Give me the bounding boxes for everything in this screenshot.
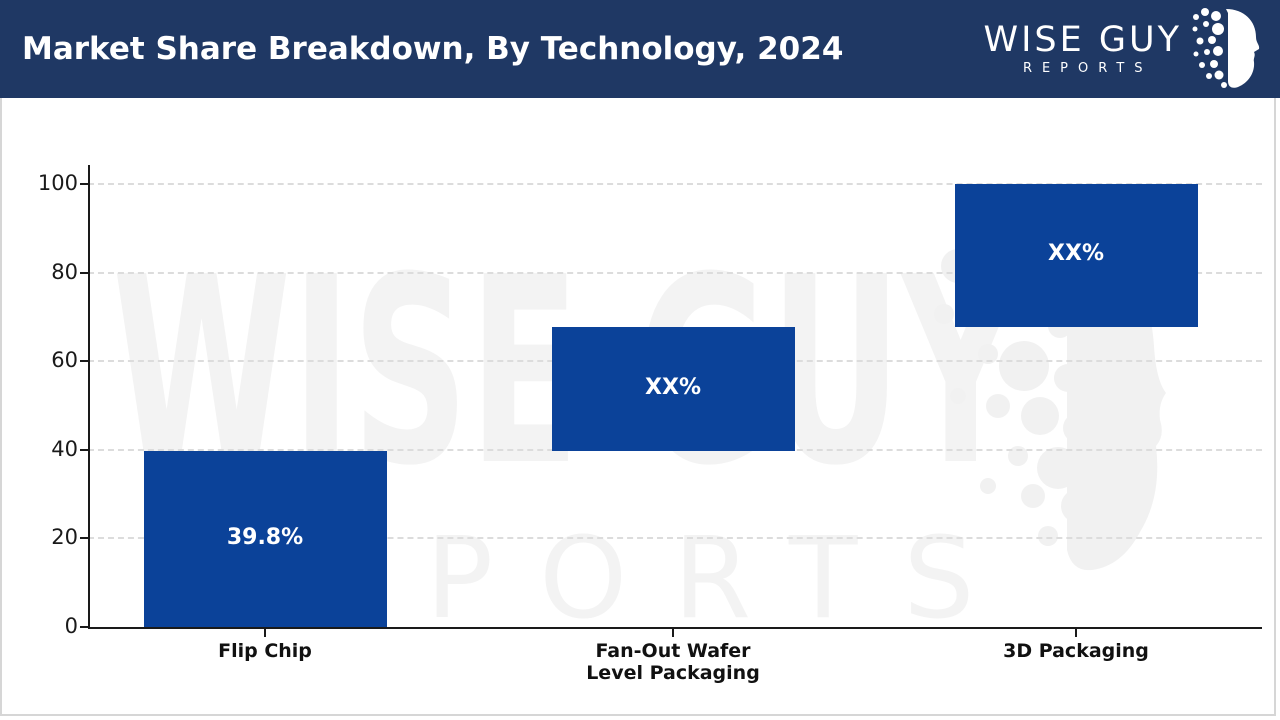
y-tick-mark-60: [80, 360, 88, 363]
x-tick-mark-1: [264, 629, 266, 637]
header-bar: Market Share Breakdown, By Technology, 2…: [0, 0, 1280, 98]
y-axis-line: [88, 165, 90, 629]
y-tick-mark-40: [80, 448, 88, 451]
x-tick-label-line: 3D Packaging: [1003, 640, 1149, 662]
y-tick-mark-100: [80, 183, 88, 185]
bar-2: XX%: [551, 326, 795, 451]
y-tick-mark-0: [80, 626, 88, 628]
grid-line-80: [88, 271, 1262, 274]
page-title: Market Share Breakdown, By Technology, 2…: [22, 31, 844, 67]
x-tick-mark-3: [1075, 629, 1077, 637]
bar-value-label-1: 39.8%: [226, 524, 304, 550]
y-tick-label-100: 100: [37, 171, 78, 195]
y-tick-mark-80: [80, 271, 88, 274]
y-tick-mark-20: [80, 537, 88, 540]
y-tick-label-60: 60: [51, 348, 78, 373]
grid-line-20: [88, 537, 1262, 540]
y-tick-label-40: 40: [51, 436, 78, 461]
x-tick-label-3: 3D Packaging: [916, 640, 1236, 662]
x-tick-label-line: Fan-Out Wafer: [595, 640, 751, 662]
x-tick-label-1: Flip Chip: [105, 640, 425, 662]
x-tick-label-2: Fan-Out Wafer Level Packaging: [513, 640, 833, 684]
bar-value-label-3: XX%: [1048, 241, 1104, 267]
bar-1: 39.8%: [143, 450, 387, 627]
logo-text: WISE GUY REPORTS: [983, 21, 1182, 77]
logo-head-icon: [1192, 8, 1260, 88]
logo-wordmark: WISE GUY: [983, 20, 1182, 60]
logo-subtitle: REPORTS: [1022, 61, 1153, 76]
x-tick-mark-2: [672, 629, 674, 637]
bar-3: XX%: [954, 184, 1198, 327]
x-tick-label-line: Flip Chip: [218, 640, 312, 662]
y-tick-label-20: 20: [51, 525, 78, 550]
x-tick-label-line: Level Packaging: [586, 662, 760, 684]
x-axis-line: [88, 627, 1262, 629]
bar-value-label-2: XX%: [645, 374, 701, 400]
grid-line-100: [88, 183, 1262, 185]
y-tick-label-80: 80: [51, 259, 78, 284]
y-tick-label-0: 0: [64, 614, 78, 638]
wise-guy-logo: WISE GUY REPORTS: [983, 6, 1262, 92]
